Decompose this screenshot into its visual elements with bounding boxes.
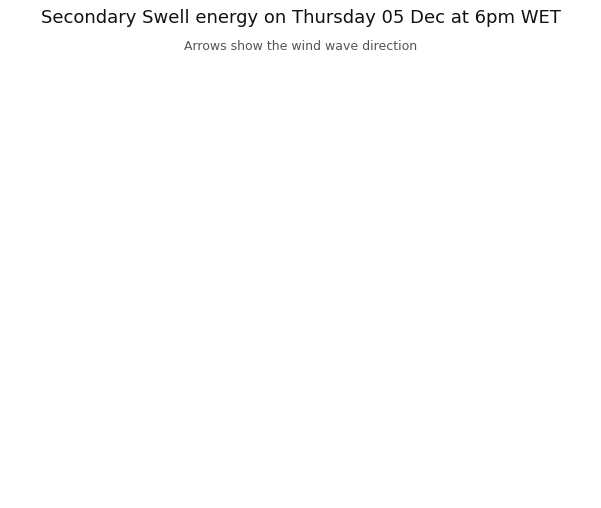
Text: Arrows show the wind wave direction: Arrows show the wind wave direction	[184, 40, 417, 53]
Text: Secondary Swell energy on Thursday 05 Dec at 6pm WET: Secondary Swell energy on Thursday 05 De…	[40, 9, 561, 26]
Text: cartopy required
No module named 'cartopy': cartopy required No module named 'cartop…	[204, 268, 397, 298]
